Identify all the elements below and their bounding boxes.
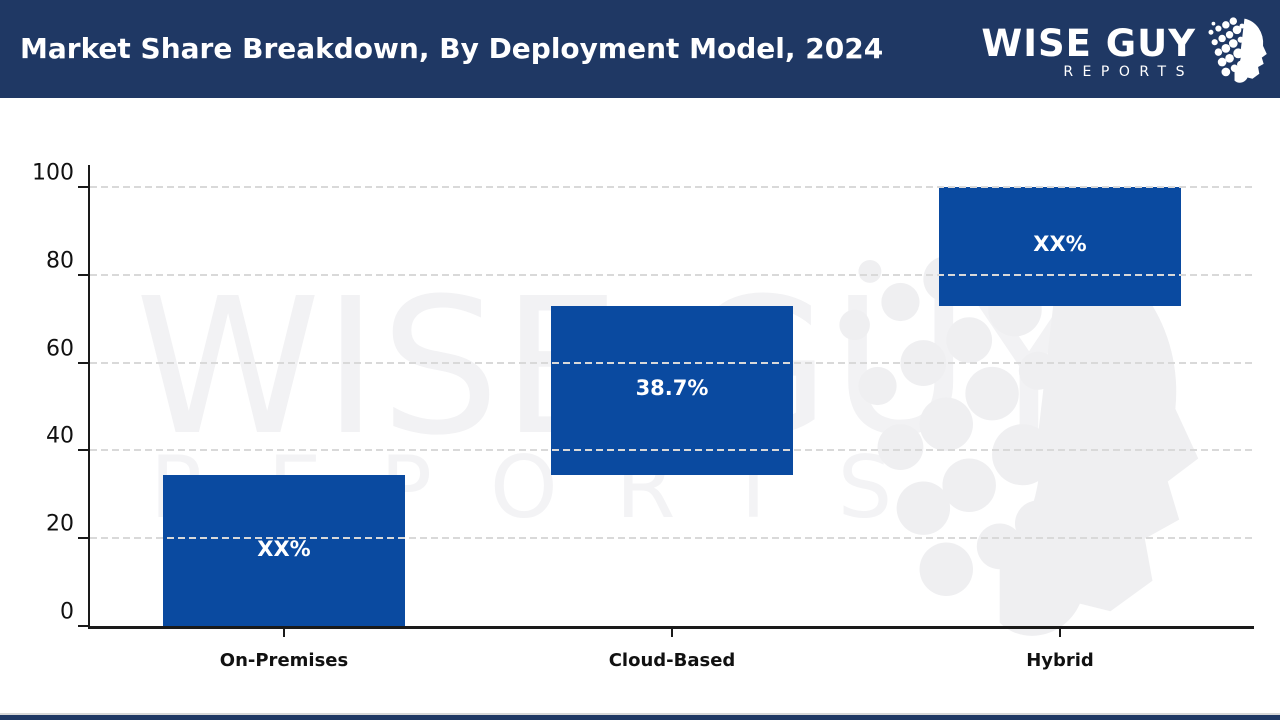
wise-guy-reports-logo: WISE GUY REPORTS (981, 6, 1268, 94)
chart-plot-area: 0 20 40 60 80 100 XX% On-Premises 38.7% Cloud-Bas… (32, 160, 1254, 671)
gridline (90, 273, 1254, 276)
gridline (90, 185, 1254, 188)
x-category-label: Cloud-Based (608, 650, 736, 671)
y-axis-tick (78, 625, 88, 627)
footer-divider-line (0, 713, 1280, 715)
y-axis-tick (78, 273, 88, 276)
logo-reports-text: REPORTS (1063, 64, 1194, 80)
logo-wiseguy-text: WISE GUY (981, 22, 1196, 65)
x-axis-tick (1059, 629, 1061, 637)
bar-segment-cloud-based (550, 305, 794, 476)
y-axis-tick-label: 0 (60, 599, 74, 625)
x-category-label: Hybrid (1026, 650, 1094, 671)
x-axis-tick (282, 629, 285, 637)
bar-value-label: XX% (1033, 232, 1087, 257)
page-title: Market Share Breakdown, By Deployment Mo… (20, 32, 884, 65)
y-axis-tick (78, 449, 88, 452)
y-axis-tick-label: 20 (46, 511, 74, 537)
y-axis-tick-label: 80 (46, 248, 74, 274)
y-axis-tick-label: 40 (46, 423, 74, 449)
y-axis-tick-label: 100 (32, 160, 74, 186)
y-axis-tick (78, 361, 88, 364)
logo-face-dots-icon (1208, 17, 1267, 83)
y-axis-tick-label: 60 (46, 336, 74, 362)
gridline (90, 449, 1254, 452)
y-axis-tick (78, 185, 88, 188)
footer-bar (0, 715, 1280, 720)
bar-value-label: 38.7% (635, 376, 709, 401)
x-axis-tick (671, 629, 673, 637)
header-bar: Market Share Breakdown, By Deployment Mo… (0, 0, 1280, 98)
gridline (90, 537, 1254, 540)
y-axis-tick (78, 537, 88, 540)
bar-value-label: XX% (257, 536, 311, 561)
x-category-label: On-Premises (219, 650, 349, 671)
bar-segment-on-premises (162, 475, 406, 626)
gridline (90, 361, 1254, 364)
